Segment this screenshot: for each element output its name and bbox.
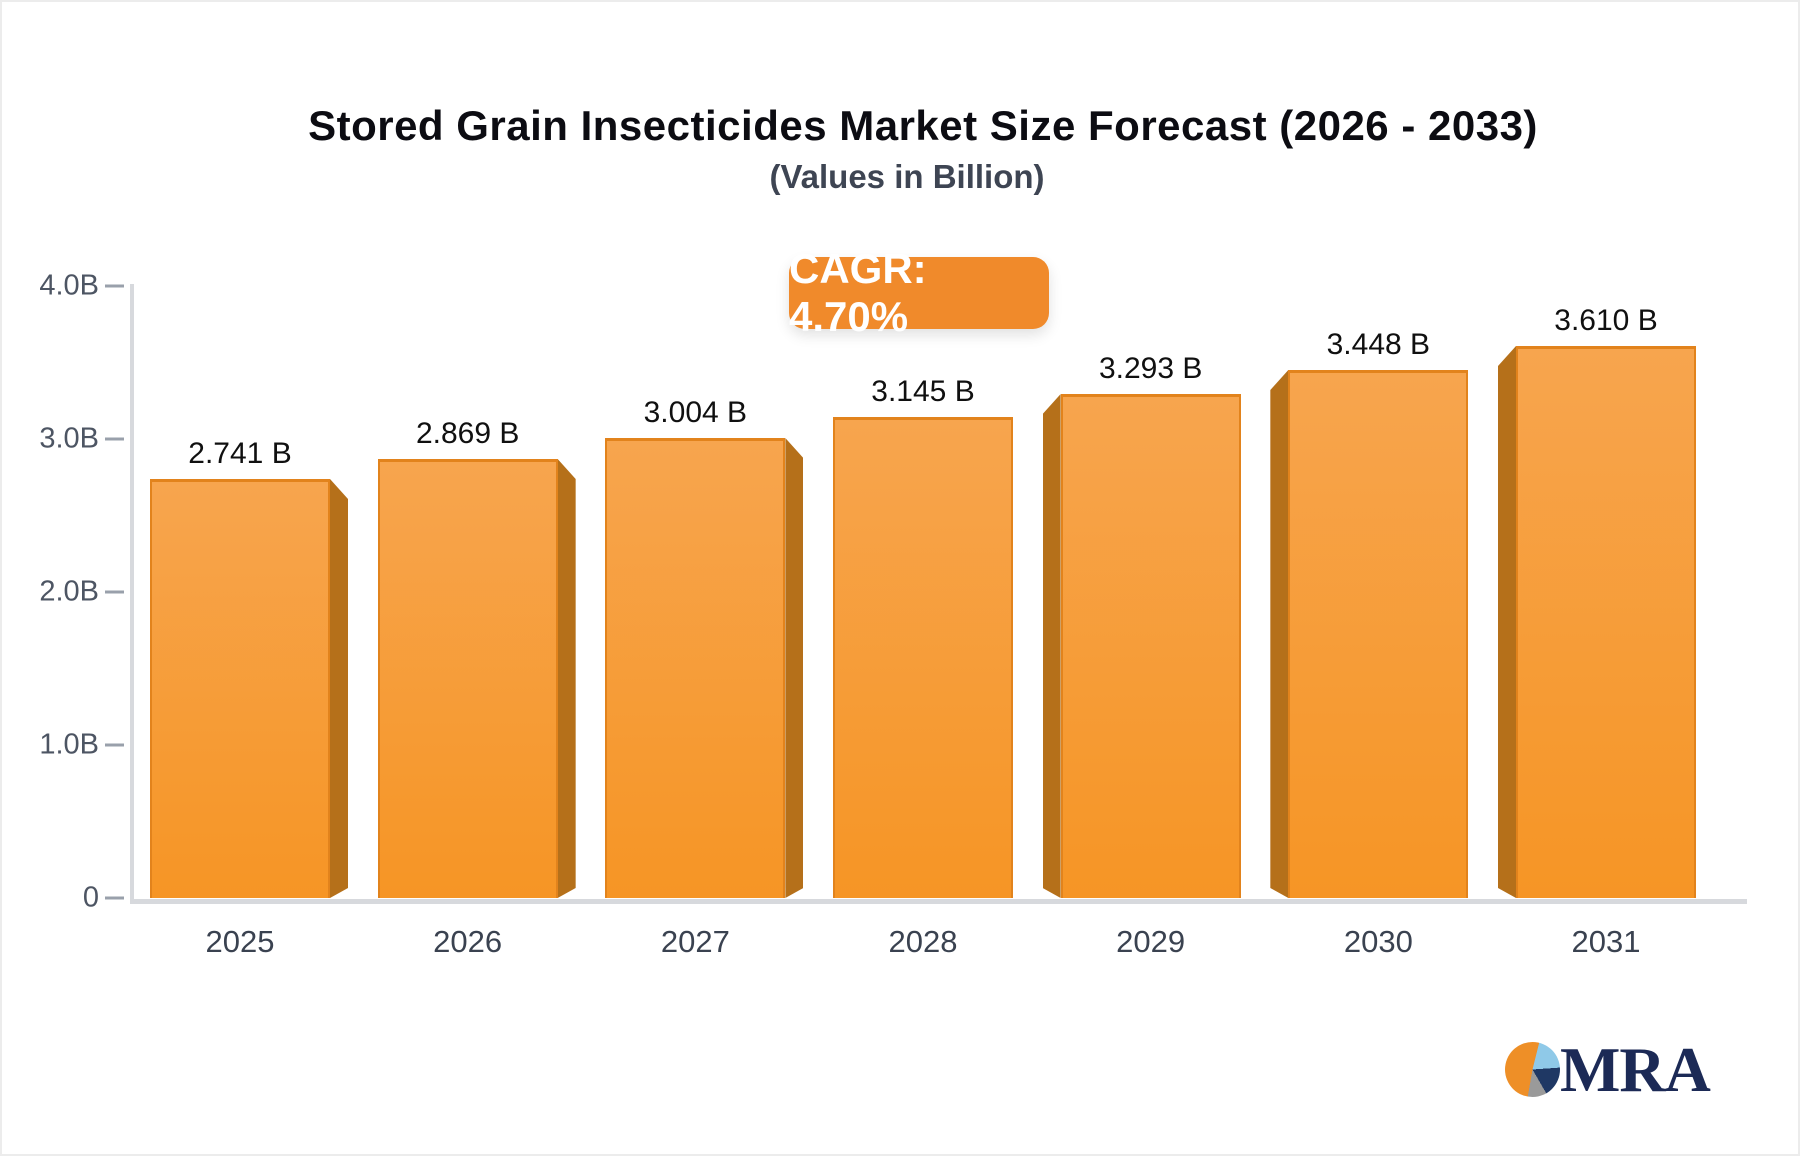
x-axis-label-2026: 2026 xyxy=(433,924,503,959)
chart-subtitle: (Values in Billion) xyxy=(769,158,1045,195)
bar-value-label-2029: 3.293 B xyxy=(1098,352,1203,385)
bar-value-label-2031: 3.610 B xyxy=(1554,304,1658,337)
y-tick-mark xyxy=(105,284,124,288)
y-tick-mark xyxy=(105,590,124,594)
bar-value-label-2028: 3.145 B xyxy=(871,375,975,408)
bar-2030 xyxy=(1288,370,1469,898)
bar-side-3d-2026 xyxy=(558,459,576,898)
x-axis-label-2025: 2025 xyxy=(205,924,275,959)
x-axis-label-2031: 2031 xyxy=(1571,924,1641,959)
y-axis-line xyxy=(130,284,134,904)
bar-2027 xyxy=(605,438,786,898)
bar-2029 xyxy=(1060,394,1241,898)
bar-2025 xyxy=(150,479,330,898)
y-tick-mark xyxy=(105,896,124,900)
y-tick-label: 0 xyxy=(82,881,99,914)
y-tick-mark xyxy=(105,437,124,441)
x-axis-label-2027: 2027 xyxy=(660,924,730,959)
cagr-badge: CAGR: 4.70% xyxy=(789,245,1049,340)
bar-2031 xyxy=(1516,346,1696,898)
bar-side-3d-2029 xyxy=(1043,394,1061,898)
bar-2026 xyxy=(377,459,558,898)
y-tick-label: 2.0B xyxy=(39,575,99,608)
bar-value-label-2025: 2.741 B xyxy=(188,437,292,470)
y-tick-label: 4.0B xyxy=(39,269,99,302)
bar-value-label-2030: 3.448 B xyxy=(1326,328,1431,361)
x-axis-label-2029: 2029 xyxy=(1116,924,1186,959)
mra-logo-text: MRA xyxy=(1560,1034,1711,1105)
y-tick-mark xyxy=(105,743,124,747)
bar-side-3d-2027 xyxy=(785,438,803,898)
bar-side-3d-2031 xyxy=(1498,346,1516,898)
bar-side-3d-2030 xyxy=(1270,370,1288,898)
pie-chart-logo-icon xyxy=(1505,1042,1560,1097)
bar-side-3d-2025 xyxy=(330,479,348,898)
bar-2028 xyxy=(833,417,1013,898)
x-axis-baseline xyxy=(130,899,1747,904)
bar-value-label-2026: 2.869 B xyxy=(415,417,520,450)
mra-logo: MRA xyxy=(1505,1034,1711,1105)
y-tick-label: 1.0B xyxy=(39,728,99,761)
bar-value-label-2027: 3.004 B xyxy=(643,396,748,429)
y-tick-label: 3.0B xyxy=(39,422,99,455)
x-axis-label-2028: 2028 xyxy=(888,924,958,959)
chart-title: Stored Grain Insecticides Market Size Fo… xyxy=(308,102,1538,149)
cagr-badge-label: CAGR: 4.70% xyxy=(789,245,927,340)
x-axis-label-2030: 2030 xyxy=(1343,924,1413,959)
